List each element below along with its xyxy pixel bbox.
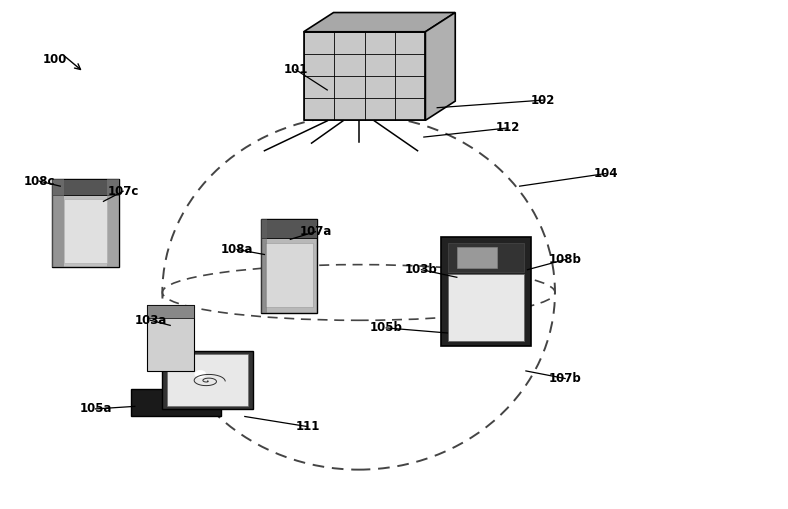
Bar <box>303 32 426 120</box>
Text: 108c: 108c <box>24 175 55 188</box>
Text: 104: 104 <box>594 167 619 180</box>
Text: 103a: 103a <box>135 314 167 327</box>
Bar <box>457 246 497 268</box>
Bar <box>162 351 253 409</box>
Text: 111: 111 <box>296 420 320 433</box>
Polygon shape <box>426 13 455 120</box>
Text: 100: 100 <box>43 53 67 66</box>
Bar <box>65 199 107 263</box>
Bar <box>107 179 119 267</box>
Bar <box>448 243 524 272</box>
Text: 107b: 107b <box>548 372 582 385</box>
Bar <box>147 305 194 371</box>
Text: 105b: 105b <box>370 321 403 334</box>
Bar <box>131 389 221 416</box>
Bar <box>53 179 119 194</box>
Text: 107c: 107c <box>107 185 139 197</box>
Bar <box>53 179 65 267</box>
Bar <box>441 237 531 346</box>
Bar <box>261 219 267 313</box>
Bar <box>261 219 317 313</box>
Text: 108a: 108a <box>221 243 253 256</box>
Bar <box>265 243 313 307</box>
Text: 107a: 107a <box>299 225 332 238</box>
Text: 112: 112 <box>496 122 520 134</box>
Bar <box>147 305 194 318</box>
Text: 108b: 108b <box>548 253 582 266</box>
Bar <box>53 179 119 267</box>
Bar <box>448 274 524 341</box>
Polygon shape <box>303 13 455 32</box>
Bar <box>167 354 248 406</box>
Text: 102: 102 <box>531 94 556 106</box>
Text: 105a: 105a <box>80 403 112 415</box>
Bar <box>261 219 317 238</box>
Text: 103b: 103b <box>405 263 438 276</box>
Text: 101: 101 <box>284 63 308 76</box>
Circle shape <box>195 371 206 378</box>
